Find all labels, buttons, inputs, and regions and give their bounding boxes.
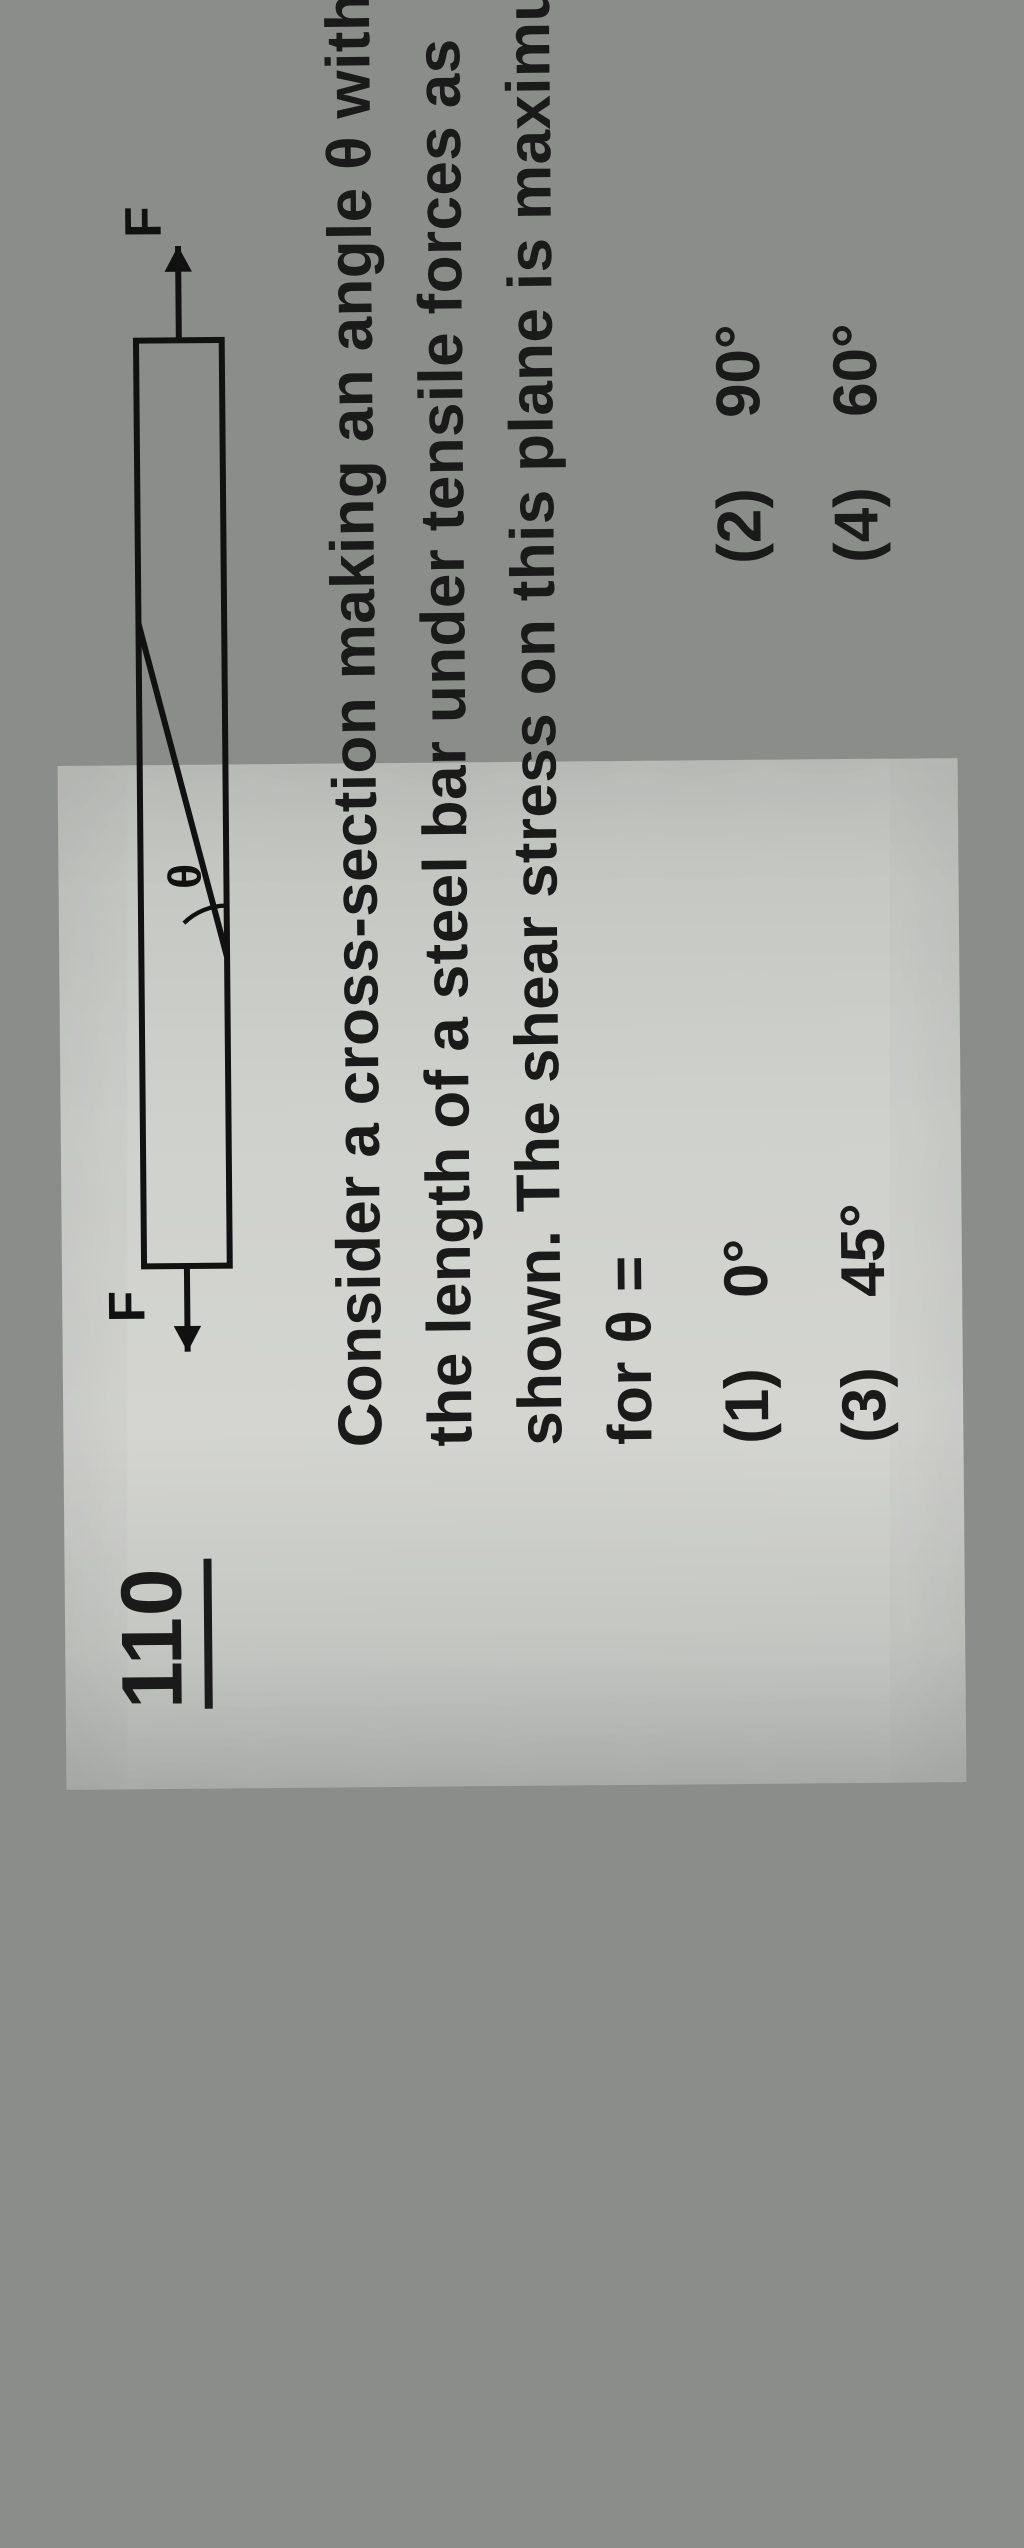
option-2[interactable]: (2) 90°: [699, 0, 775, 564]
question-line-3: shown. The shear stress on this plane is…: [480, 0, 586, 1446]
question-line-1: Consider a cross-section making an angle…: [300, 0, 406, 1448]
bar-rect: [136, 340, 230, 1266]
right-arrow-head: [164, 246, 192, 272]
option-2-value: 90°: [702, 324, 774, 418]
left-force-label: F: [97, 1291, 155, 1323]
question-number-text: 110: [104, 1567, 201, 1710]
option-3-value: 45°: [827, 1203, 899, 1297]
option-1[interactable]: (1) 0°: [707, 824, 783, 1445]
option-2-label: (2): [703, 454, 775, 565]
option-4[interactable]: (4) 60°: [816, 0, 892, 563]
question-number-underline: [203, 1559, 212, 1709]
right-force-label: F: [114, 206, 172, 238]
option-3-label: (3): [828, 1333, 900, 1444]
angle-label: θ: [159, 864, 211, 889]
content-block: F θ F Consider a cross-section making an…: [77, 0, 900, 1450]
option-3[interactable]: (3) 45°: [824, 823, 900, 1444]
options-grid: (1) 0° (2) 90° (3) 45° (4) 60°: [699, 0, 900, 1444]
question-line-2: the length of a steel bar under tensile …: [390, 0, 496, 1447]
question-number: 110: [102, 1559, 212, 1710]
bar-diagram-svg: F θ F: [82, 168, 282, 1370]
question-text: Consider a cross-section making an angle…: [300, 0, 676, 1448]
option-1-value: 0°: [710, 1238, 782, 1298]
option-1-label: (1): [711, 1334, 783, 1445]
option-4-value: 60°: [819, 323, 891, 417]
question-line-4: for θ =: [570, 0, 676, 1445]
bar-diagram: F θ F: [82, 168, 287, 1370]
page: 110 F θ F Consid: [58, 758, 967, 1790]
option-4-label: (4): [820, 453, 892, 564]
left-arrow-head: [174, 1326, 202, 1352]
